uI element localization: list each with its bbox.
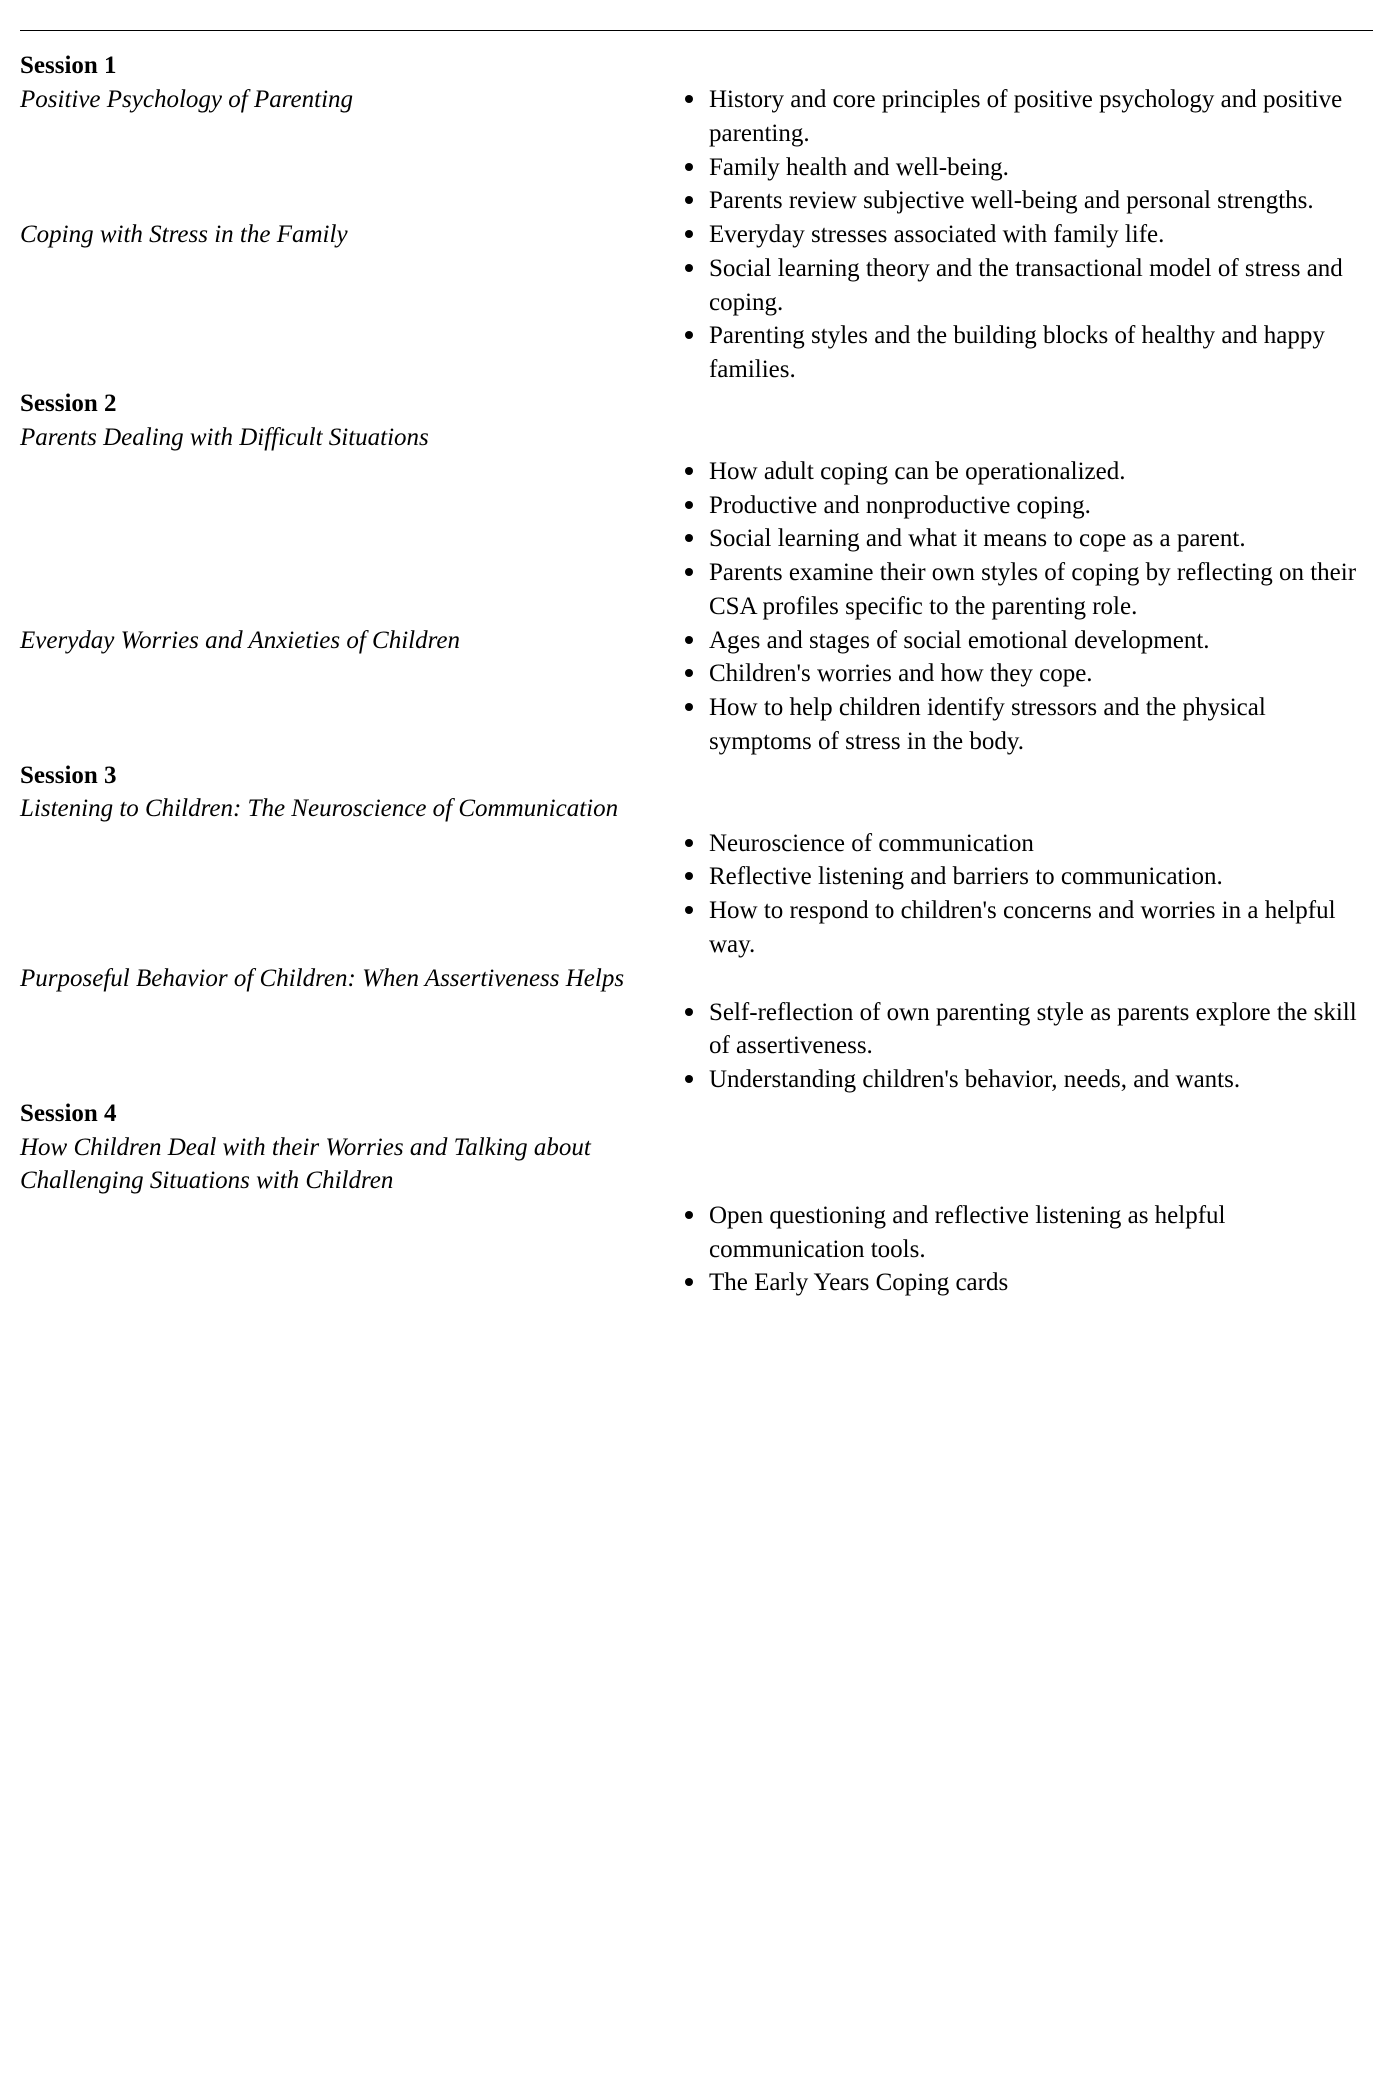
session-2-row-1: Session 2 Parents Dealing with Difficult… bbox=[20, 387, 1373, 624]
bullet-item: Understanding children's behavior, needs… bbox=[683, 1063, 1373, 1097]
session-3-topic-2-title: Purposeful Behavior of Children: When As… bbox=[20, 962, 663, 996]
session-2-label: Session 2 bbox=[20, 387, 663, 421]
session-3-row-1: Session 3 Listening to Children: The Neu… bbox=[20, 759, 1373, 962]
bullet-item: History and core principles of positive … bbox=[683, 83, 1373, 151]
session-1-left-2: Coping with Stress in the Family bbox=[20, 218, 683, 252]
session-1-topic-2-title: Coping with Stress in the Family bbox=[20, 218, 663, 252]
session-3-label: Session 3 bbox=[20, 759, 663, 793]
session-3-row-2: Purposeful Behavior of Children: When As… bbox=[20, 962, 1373, 1097]
bullet-item: Self-reflection of own parenting style a… bbox=[683, 996, 1373, 1064]
bullet-item: How to respond to children's concerns an… bbox=[683, 894, 1373, 962]
session-3-right-2: Self-reflection of own parenting style a… bbox=[683, 962, 1373, 1097]
top-divider bbox=[20, 30, 1373, 31]
session-1-topic-1-title: Positive Psychology of Parenting bbox=[20, 83, 663, 117]
bullet-item: Everyday stresses associated with family… bbox=[683, 218, 1373, 252]
bullet-item: Ages and stages of social emotional deve… bbox=[683, 624, 1373, 658]
session-3-topic-2-bullets: Self-reflection of own parenting style a… bbox=[683, 996, 1373, 1097]
session-2-topic-2-title: Everyday Worries and Anxieties of Childr… bbox=[20, 624, 663, 658]
session-3-topic-1-bullets: Neuroscience of communication Reflective… bbox=[683, 827, 1373, 962]
session-2-left-2: Everyday Worries and Anxieties of Childr… bbox=[20, 624, 683, 658]
session-1-topic-2-bullets: Everyday stresses associated with family… bbox=[683, 218, 1373, 387]
session-2-topic-2-bullets: Ages and stages of social emotional deve… bbox=[683, 624, 1373, 759]
session-3-left-1: Session 3 Listening to Children: The Neu… bbox=[20, 759, 683, 827]
bullet-item: Parents review subjective well-being and… bbox=[683, 184, 1373, 218]
bullet-item: Social learning and what it means to cop… bbox=[683, 522, 1373, 556]
session-1-left-1: Session 1 Positive Psychology of Parenti… bbox=[20, 49, 683, 117]
session-1-right-1: History and core principles of positive … bbox=[683, 49, 1373, 218]
session-4-topic-1-title: How Children Deal with their Worries and… bbox=[20, 1131, 663, 1199]
session-3-left-2: Purposeful Behavior of Children: When As… bbox=[20, 962, 683, 996]
session-1-row-1: Session 1 Positive Psychology of Parenti… bbox=[20, 49, 1373, 218]
page: Session 1 Positive Psychology of Parenti… bbox=[0, 30, 1393, 2078]
session-4-row-1: Session 4 How Children Deal with their W… bbox=[20, 1097, 1373, 1300]
session-1-label: Session 1 bbox=[20, 49, 663, 83]
session-4-label: Session 4 bbox=[20, 1097, 663, 1131]
bullet-item: Open questioning and reflective listenin… bbox=[683, 1199, 1373, 1267]
bullet-item: Neuroscience of communication bbox=[683, 827, 1373, 861]
bullet-item: Productive and nonproductive coping. bbox=[683, 489, 1373, 523]
session-4-right-1: Open questioning and reflective listenin… bbox=[683, 1097, 1373, 1300]
session-3-right-1: Neuroscience of communication Reflective… bbox=[683, 759, 1373, 962]
bullet-item: The Early Years Coping cards bbox=[683, 1266, 1373, 1300]
session-1-row-2: Coping with Stress in the Family Everyda… bbox=[20, 218, 1373, 387]
session-2-row-2: Everyday Worries and Anxieties of Childr… bbox=[20, 624, 1373, 759]
session-2-topic-1-bullets: How adult coping can be operationalized.… bbox=[683, 455, 1373, 624]
session-4-left-1: Session 4 How Children Deal with their W… bbox=[20, 1097, 683, 1198]
bullet-item: How to help children identify stressors … bbox=[683, 691, 1373, 759]
session-3-topic-1-title: Listening to Children: The Neuroscience … bbox=[20, 792, 663, 826]
session-2-topic-1-title: Parents Dealing with Difficult Situation… bbox=[20, 421, 663, 455]
session-1-topic-1-bullets: History and core principles of positive … bbox=[683, 83, 1373, 218]
bullet-item: Parenting styles and the building blocks… bbox=[683, 319, 1373, 387]
bullet-item: Reflective listening and barriers to com… bbox=[683, 860, 1373, 894]
bullet-item: How adult coping can be operationalized. bbox=[683, 455, 1373, 489]
bullet-item: Social learning theory and the transacti… bbox=[683, 252, 1373, 320]
session-4-topic-1-bullets: Open questioning and reflective listenin… bbox=[683, 1199, 1373, 1300]
session-2-right-2: Ages and stages of social emotional deve… bbox=[683, 624, 1373, 759]
session-2-right-1: How adult coping can be operationalized.… bbox=[683, 387, 1373, 624]
session-2-left-1: Session 2 Parents Dealing with Difficult… bbox=[20, 387, 683, 455]
bullet-item: Children's worries and how they cope. bbox=[683, 657, 1373, 691]
session-1-right-2: Everyday stresses associated with family… bbox=[683, 218, 1373, 387]
bullet-item: Parents examine their own styles of copi… bbox=[683, 556, 1373, 624]
bullet-item: Family health and well-being. bbox=[683, 151, 1373, 185]
